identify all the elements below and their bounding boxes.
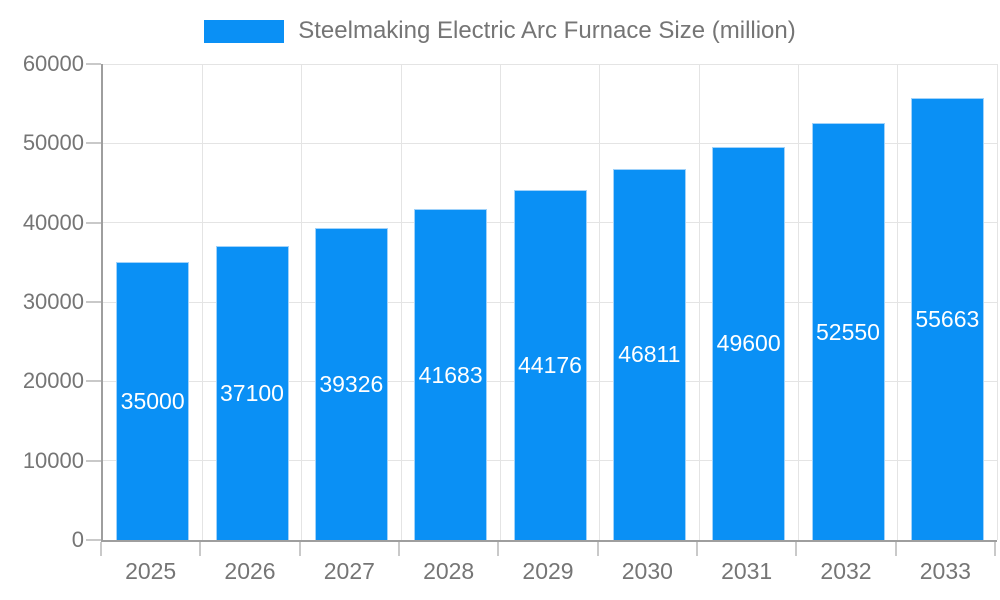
legend-item[interactable]: Steelmaking Electric Arc Furnace Size (m… [204, 18, 796, 44]
bar-value-label: 44176 [518, 351, 582, 378]
gridline-horizontal [103, 63, 997, 65]
x-axis-tick [100, 542, 102, 556]
x-axis-tick-label: 2025 [125, 558, 177, 584]
bar-value-label: 35000 [120, 388, 185, 415]
legend: Steelmaking Electric Arc Furnace Size (m… [0, 18, 1000, 44]
bar-2031: 49600 [712, 146, 786, 540]
bar-2025: 35000 [116, 262, 190, 540]
bar-2028: 41683 [414, 209, 488, 540]
x-axis-tick-label: 2032 [820, 558, 872, 584]
y-axis-tick-label: 20000 [22, 368, 84, 394]
x-axis-tick-label: 2033 [919, 558, 971, 584]
bar-value-label: 55663 [915, 306, 980, 333]
bar-2029: 44176 [513, 189, 587, 540]
y-axis-tick-label: 30000 [22, 289, 84, 314]
bar-2026: 37100 [215, 245, 289, 540]
bar-2027: 39326 [314, 228, 388, 540]
x-axis-tick-label: 2029 [522, 558, 574, 584]
legend-label: Steelmaking Electric Arc Furnace Size (m… [298, 17, 796, 44]
x-axis-tick [497, 542, 500, 556]
gridline-vertical [996, 64, 998, 540]
y-axis-tick-label: 40000 [22, 209, 84, 235]
y-axis-tick-label: 60000 [22, 51, 84, 76]
legend-swatch [204, 19, 285, 43]
bar-2032: 52550 [811, 123, 885, 540]
gridline-vertical [897, 64, 899, 540]
x-axis-tick [795, 542, 798, 556]
y-axis-tick [86, 539, 101, 541]
bar-value-label: 39326 [319, 370, 384, 397]
x-axis-tick [994, 542, 996, 556]
bar-value-label: 46811 [618, 341, 681, 368]
y-axis-tick [86, 142, 101, 145]
gridline-horizontal [103, 142, 997, 144]
y-axis-tick [86, 301, 101, 303]
x-axis-tick [298, 542, 301, 556]
x-axis-tick-label: 2027 [323, 558, 375, 584]
x-axis-tick [894, 542, 897, 556]
x-axis-tick [398, 542, 400, 556]
bar-value-label: 41683 [418, 361, 483, 388]
y-axis-tick [86, 459, 101, 462]
x-axis-tick-label: 2028 [423, 558, 475, 584]
x-axis-tick-label: 2030 [621, 558, 673, 584]
gridline-vertical [301, 64, 303, 540]
y-axis-tick [86, 63, 101, 65]
bar-value-label: 52550 [816, 318, 880, 345]
gridline-vertical [698, 64, 700, 540]
y-axis-tick-label: 50000 [22, 130, 84, 156]
x-axis-tick-label: 2026 [224, 558, 276, 584]
bar-2033: 55663 [910, 98, 984, 540]
x-axis-tick [596, 542, 599, 556]
bar-value-label: 49600 [716, 330, 781, 357]
y-axis-tick-label: 0 [71, 527, 84, 552]
x-axis-tick [199, 542, 202, 556]
x-axis-tick-label: 2031 [721, 558, 773, 584]
gridline-vertical [797, 64, 799, 540]
x-axis-tick [696, 542, 698, 556]
y-axis-tick-label: 10000 [22, 447, 84, 473]
gridline-vertical [499, 64, 501, 540]
gridline-vertical [599, 64, 601, 540]
y-axis-tick [86, 380, 101, 383]
gridline-vertical [201, 64, 203, 540]
gridline-vertical [400, 64, 402, 540]
bar-value-label: 37100 [220, 379, 284, 406]
bar-2030: 46811 [612, 168, 686, 540]
plot-area: 35000 37100 39326 41683 44176 46811 49600 52550… [101, 63, 998, 542]
y-axis-tick [86, 221, 101, 224]
